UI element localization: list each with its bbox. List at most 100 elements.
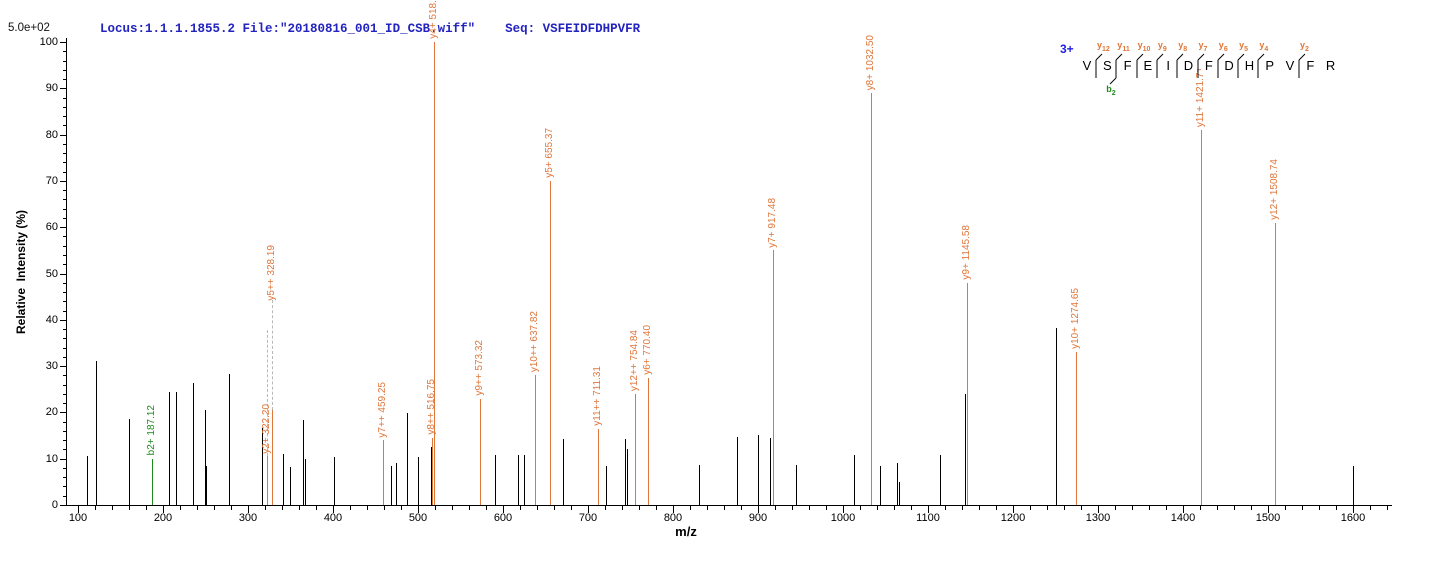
x-tick	[265, 506, 266, 510]
spectrum-peak	[129, 419, 130, 505]
residue-letter: F	[1302, 58, 1319, 73]
x-tick	[979, 506, 980, 510]
spectrum-peak	[879, 465, 881, 505]
x-tick-label: 100	[68, 512, 88, 524]
x-tick	[1149, 506, 1150, 510]
fragment-ion-peak-label: y9++ 573.32	[474, 339, 486, 396]
spectrum-peak	[304, 458, 306, 505]
x-tick	[945, 506, 946, 510]
y-tick	[63, 477, 66, 479]
spectrum-peak	[333, 456, 335, 505]
residue-letter: D	[1221, 58, 1238, 73]
fragment-ion-peak-label: y12++ 754.84	[628, 329, 640, 391]
x-tick-label: 300	[238, 512, 258, 524]
x-tick	[486, 506, 487, 510]
x-tick	[1200, 506, 1201, 510]
annotated-fragment-peak	[383, 440, 385, 505]
residue-letter: F	[1200, 58, 1217, 73]
x-tick	[367, 506, 368, 510]
y-tick	[63, 430, 66, 432]
y-ion-marker-label: y10	[1137, 40, 1151, 53]
precursor-charge-label: 3+	[1060, 42, 1074, 56]
y-tick	[63, 171, 66, 173]
y-ion-marker-label: y9	[1157, 40, 1167, 53]
x-tick	[469, 506, 470, 510]
fragment-divider-mark	[1095, 53, 1103, 78]
y-tick-label: 100	[39, 36, 58, 48]
residue-letter: V	[1079, 58, 1095, 73]
fragment-divider-mark	[1136, 53, 1143, 78]
x-tick-label: 1300	[1085, 512, 1111, 524]
x-tick	[656, 506, 657, 510]
fragment-ion-peak-label: y12+ 1508.74	[1269, 158, 1281, 220]
b-ion-marker-label: b2	[1106, 84, 1116, 97]
x-tick	[707, 506, 708, 510]
spectrum-peak	[303, 419, 305, 505]
x-tick-label: 1600	[1340, 512, 1366, 524]
annotated-fragment-peak	[550, 180, 552, 505]
spectrum-peak	[524, 454, 526, 505]
spectrum-peak	[758, 435, 759, 505]
spectrum-peak	[282, 454, 284, 505]
x-tick	[95, 506, 96, 510]
x-tick	[197, 506, 198, 510]
spectrum-peak	[168, 391, 170, 505]
x-tick	[792, 506, 793, 510]
residue-letter: R	[1322, 58, 1339, 73]
y-tick	[63, 199, 66, 201]
x-tick	[1030, 506, 1031, 510]
y-tick-label: 0	[51, 499, 58, 511]
x-tick	[588, 506, 589, 513]
annotated-fragment-peak	[634, 393, 636, 505]
spectrum-peak	[206, 465, 208, 505]
fragment-divider-mark	[1197, 53, 1204, 78]
fragment-ion-peak-label: y5+ 655.37	[544, 128, 556, 178]
x-tick	[843, 506, 844, 513]
x-tick	[1370, 506, 1371, 510]
y-ion-marker-label: y6	[1218, 40, 1228, 53]
spectrum-peak	[964, 393, 966, 505]
x-tick	[537, 506, 538, 510]
x-tick	[1234, 506, 1235, 510]
annotated-fragment-peak	[1201, 129, 1203, 505]
y-ion-marker-label: y11	[1117, 40, 1130, 53]
y-tick	[63, 254, 66, 256]
x-tick	[928, 506, 929, 513]
x-tick	[112, 506, 113, 510]
y-tick	[63, 97, 66, 99]
x-tick	[180, 506, 181, 510]
fragment-divider-mark	[1298, 53, 1306, 78]
x-tick	[299, 506, 300, 510]
x-tick	[996, 506, 997, 510]
fragment-ion-peak-label: y7++ 459.25	[377, 381, 389, 438]
fragment-divider-mark	[1237, 53, 1245, 78]
y-tick	[63, 486, 66, 488]
annotated-fragment-peak	[870, 92, 872, 505]
x-tick-label: 700	[578, 512, 598, 524]
y-tick	[63, 143, 66, 145]
x-tick	[452, 506, 453, 510]
spectrum-peak	[1056, 328, 1058, 505]
x-axis-title: m/z	[675, 524, 697, 539]
x-tick	[1132, 506, 1133, 510]
fragment-ion-peak-label: y6+ 770.40	[641, 324, 653, 375]
y-tick	[60, 273, 66, 275]
fragment-ion-peak-label: y2+ 322.20	[260, 403, 272, 454]
spectrum-peak	[175, 392, 177, 505]
x-tick	[214, 506, 215, 510]
annotated-fragment-peak	[1076, 352, 1078, 505]
annotation-leader-line	[271, 300, 273, 411]
x-tick	[690, 506, 691, 510]
y-tick	[60, 366, 66, 368]
y-tick	[60, 319, 66, 321]
y-tick	[63, 310, 66, 312]
residue-letter: S	[1099, 58, 1116, 73]
x-tick	[1166, 506, 1167, 510]
x-tick	[520, 506, 521, 510]
y-tick	[60, 458, 66, 460]
x-tick	[231, 506, 232, 510]
x-tick-label: 200	[153, 512, 173, 524]
x-tick-label: 800	[663, 512, 683, 524]
spectrum-peak	[395, 463, 397, 505]
y-tick	[63, 125, 66, 127]
